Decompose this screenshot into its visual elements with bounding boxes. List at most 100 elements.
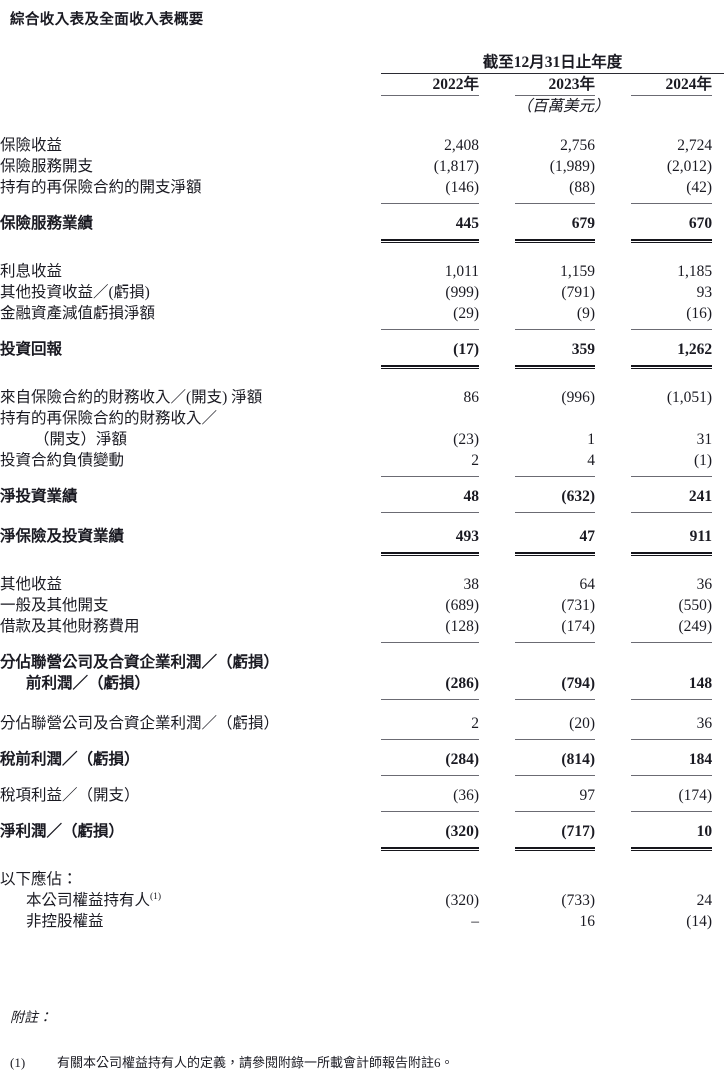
header-top-rule xyxy=(381,73,724,74)
row-value-2022: (284) xyxy=(445,751,479,768)
subtotal-rule-2022 xyxy=(381,775,497,776)
unit-note-row: （百萬美元） xyxy=(0,96,724,117)
row-value-2022: 1,011 xyxy=(444,263,479,280)
row-value-2024: (42) xyxy=(686,179,713,196)
row-value-2024: 1,262 xyxy=(677,341,713,358)
row-label: 稅前利潤／（虧損） xyxy=(0,751,140,768)
row-value-2024: 2,724 xyxy=(677,137,713,154)
subtotal-row: 淨保險及投資業績 493 47 911 xyxy=(0,526,724,547)
subtotal-rule-2024 xyxy=(630,512,724,513)
subtotal-rule-2022 xyxy=(381,811,497,812)
row-value-2023: 47 xyxy=(579,528,596,545)
row-value-2022: 445 xyxy=(455,215,479,232)
table-row: 金融資產減值虧損淨額 (29) (9) (16) xyxy=(0,303,724,324)
row-value-2024: 93 xyxy=(696,284,713,301)
spacer xyxy=(0,812,724,821)
row-value-2024: (14) xyxy=(686,913,713,930)
total-rule-2022 xyxy=(381,847,497,851)
column-header-2023: 2023年 xyxy=(548,76,595,93)
unit-note: （百萬美元） xyxy=(516,98,610,115)
total-rule-2023 xyxy=(514,552,612,556)
subtotal-double-rule-row xyxy=(0,552,724,556)
subtotal-rule-2023 xyxy=(514,512,612,513)
attribution-heading-row: 以下應佔： xyxy=(0,869,724,890)
subtotal-row: 投資回報 (17) 359 1,262 xyxy=(0,339,724,360)
row-value-2024: 36 xyxy=(696,576,713,593)
spacer xyxy=(0,513,724,526)
row-label-line2: 前利潤／（虧損） xyxy=(26,675,151,692)
subtotal-rule-2024 xyxy=(630,642,724,643)
row-label: 投資回報 xyxy=(0,341,63,358)
header-rule-2023 xyxy=(514,95,612,96)
row-label: 一般及其他開支 xyxy=(0,597,109,614)
table-row: （開支）淨額 (23) 1 31 xyxy=(0,429,724,450)
footnote-marker: (1) xyxy=(150,891,162,902)
subtotal-rule-2022 xyxy=(381,739,497,740)
subtotal-bottom-rule-row xyxy=(0,775,724,776)
subtotal-rule-2023 xyxy=(514,329,612,330)
row-value-2022: 493 xyxy=(455,528,479,545)
row-value-2024: 31 xyxy=(696,431,713,448)
row-value-2022: (1,817) xyxy=(433,158,479,175)
row-value-2024: (249) xyxy=(678,618,713,635)
row-value-2023: (88) xyxy=(569,179,595,196)
spacer xyxy=(0,243,724,261)
subtotal-bottom-rule-row xyxy=(0,512,724,513)
row-value-2024: (1,051) xyxy=(666,389,713,406)
header-column-rules-row xyxy=(0,95,724,96)
row-value-2023: 2,756 xyxy=(560,137,595,154)
spacer xyxy=(0,776,724,785)
table-row: 其他投資收益／(虧損) (999) (791) 93 xyxy=(0,282,724,303)
footnote-text: 有關本公司權益持有人的定義，請參閱附錄一所載會計師報告附註6。 xyxy=(57,1055,454,1070)
total-row: 淨利潤／（虧損） (320) (717) 10 xyxy=(0,821,724,842)
row-value-2024: 241 xyxy=(688,488,713,505)
row-label: 淨投資業績 xyxy=(0,488,78,505)
row-label: 其他投資收益／(虧損) xyxy=(0,284,150,301)
subtotal-rule-2023 xyxy=(514,203,612,204)
row-value-2024: 10 xyxy=(696,823,713,840)
header-rule-2022 xyxy=(381,95,497,96)
total-rule-2022 xyxy=(381,552,497,556)
row-value-2023: 64 xyxy=(579,576,596,593)
spacer xyxy=(0,700,724,713)
row-value-2024: (16) xyxy=(686,305,713,322)
row-label: 借款及其他財務費用 xyxy=(0,618,140,635)
subtotal-top-rule-row xyxy=(0,329,724,330)
table-row: 稅項利益／（開支） (36) 97 (174) xyxy=(0,785,724,806)
subtotal-rule-2023 xyxy=(514,811,612,812)
period-header-label: 截至12月31日止年度 xyxy=(482,54,623,71)
table-row: 一般及其他開支 (689) (731) (550) xyxy=(0,595,724,616)
row-value-2022: 86 xyxy=(463,389,480,406)
table-row: 保險收益 2,408 2,756 2,724 xyxy=(0,135,724,156)
subtotal-top-rule-row xyxy=(0,739,724,740)
row-value-2024: (174) xyxy=(678,787,713,804)
spacer xyxy=(0,740,724,749)
row-value-2022: 2 xyxy=(471,715,479,732)
row-label-line2: （開支）淨額 xyxy=(34,431,128,448)
row-value-2022: (146) xyxy=(445,179,479,196)
table-row: 利息收益 1,011 1,159 1,185 xyxy=(0,261,724,282)
spacer xyxy=(0,117,724,135)
spacer xyxy=(0,204,724,213)
column-header-2024: 2024年 xyxy=(665,76,713,93)
row-value-2023: 97 xyxy=(579,787,596,804)
subtotal-double-rule-row xyxy=(0,239,724,243)
row-value-2022: (17) xyxy=(453,341,479,358)
row-value-2023: (794) xyxy=(561,675,595,692)
subtotal-rule-2024 xyxy=(630,329,724,330)
row-value-2022: (320) xyxy=(445,823,479,840)
subtotal-row: 稅前利潤／（虧損） (284) (814) 184 xyxy=(0,749,724,770)
row-label-line1: 分佔聯營公司及合資企業利潤／（虧損） xyxy=(0,654,280,671)
subtotal-rule-2022 xyxy=(381,476,497,477)
row-value-2023: (174) xyxy=(561,618,595,635)
row-value-2024: (1) xyxy=(693,452,713,469)
subtotal-rule-2024 xyxy=(630,739,724,740)
row-value-2024: 911 xyxy=(689,528,713,545)
table-row: 借款及其他財務費用 (128) (174) (249) xyxy=(0,616,724,637)
row-value-2022: (128) xyxy=(445,618,479,635)
row-value-2024: (2,012) xyxy=(666,158,713,175)
row-value-2022: 38 xyxy=(463,576,480,593)
spacer xyxy=(0,851,724,869)
table-row: 保險服務開支 (1,817) (1,989) (2,012) xyxy=(0,156,724,177)
